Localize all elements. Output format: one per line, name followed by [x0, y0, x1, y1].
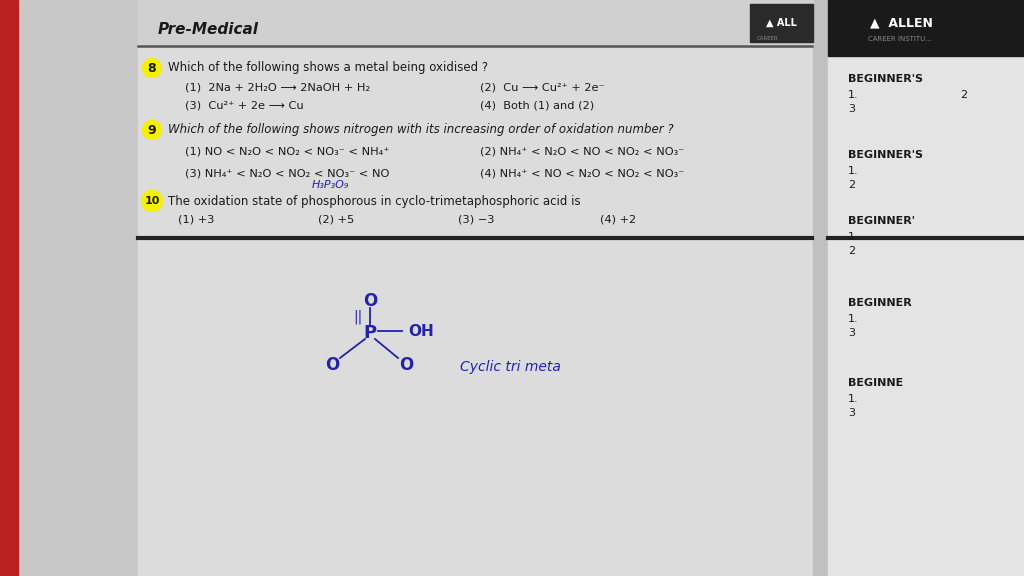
Text: BEGINNER'S: BEGINNER'S: [848, 74, 923, 84]
Text: 9: 9: [147, 123, 157, 137]
Bar: [828, 0, 1024, 56]
Text: (4)  Both (1) and (2): (4) Both (1) and (2): [480, 101, 594, 111]
Text: (2)  Cu ⟶ Cu²⁺ + 2e⁻: (2) Cu ⟶ Cu²⁺ + 2e⁻: [480, 82, 604, 92]
Bar: [138, 0, 813, 46]
Text: ||: ||: [353, 310, 362, 324]
Text: 8: 8: [147, 62, 157, 74]
Text: 1.: 1.: [848, 394, 859, 404]
Bar: [0, 0, 18, 576]
Text: ▲ ALL: ▲ ALL: [766, 18, 797, 28]
Text: 1.: 1.: [848, 314, 859, 324]
Text: (1)  2Na + 2H₂O ⟶ 2NaOH + H₂: (1) 2Na + 2H₂O ⟶ 2NaOH + H₂: [185, 82, 370, 92]
Text: P: P: [364, 324, 377, 342]
Text: O: O: [325, 356, 339, 374]
Bar: [813, 0, 828, 576]
Text: (4) NH₄⁺ < NO < N₂O < NO₂ < NO₃⁻: (4) NH₄⁺ < NO < N₂O < NO₂ < NO₃⁻: [480, 168, 684, 178]
Text: 2: 2: [961, 90, 967, 100]
Text: BEGINNER'S: BEGINNER'S: [848, 150, 923, 160]
Text: 10: 10: [144, 196, 160, 206]
Text: OH: OH: [408, 324, 434, 339]
Text: 3: 3: [848, 328, 855, 338]
Text: (3) NH₄⁺ < N₂O < NO₂ < NO₃⁻ < NO: (3) NH₄⁺ < N₂O < NO₂ < NO₃⁻ < NO: [185, 168, 389, 178]
Text: Which of the following shows a metal being oxidised ?: Which of the following shows a metal bei…: [168, 62, 488, 74]
Text: 1.: 1.: [848, 166, 859, 176]
Circle shape: [142, 59, 162, 78]
Text: (2) NH₄⁺ < N₂O < NO < NO₂ < NO₃⁻: (2) NH₄⁺ < N₂O < NO < NO₂ < NO₃⁻: [480, 147, 684, 157]
Text: CAREER: CAREER: [757, 36, 778, 41]
Text: (3)  Cu²⁺ + 2e ⟶ Cu: (3) Cu²⁺ + 2e ⟶ Cu: [185, 101, 304, 111]
Text: 3: 3: [848, 408, 855, 418]
Text: (1) +3: (1) +3: [178, 215, 214, 225]
Text: O: O: [362, 292, 377, 310]
Text: Pre-Medical: Pre-Medical: [158, 21, 259, 36]
Bar: [138, 0, 813, 576]
Text: Which of the following shows nitrogen with its increasing order of oxidation num: Which of the following shows nitrogen wi…: [168, 123, 674, 137]
Text: (4) +2: (4) +2: [600, 215, 636, 225]
Text: (2) +5: (2) +5: [318, 215, 354, 225]
Text: BEGINNER: BEGINNER: [848, 298, 911, 308]
Circle shape: [142, 120, 162, 139]
Text: BEGINNER': BEGINNER': [848, 216, 915, 226]
Text: The oxidation state of phosphorous in cyclo-trimetaphosphoric acid is: The oxidation state of phosphorous in cy…: [168, 195, 581, 207]
Text: 2: 2: [848, 246, 855, 256]
Circle shape: [141, 191, 163, 211]
Bar: [750, 4, 813, 42]
Text: BEGINNE: BEGINNE: [848, 378, 903, 388]
Bar: [828, 0, 1024, 576]
Text: (3) −3: (3) −3: [458, 215, 495, 225]
Bar: [18, 0, 138, 576]
Text: 1.: 1.: [848, 232, 859, 242]
Text: ▲  ALLEN: ▲ ALLEN: [870, 17, 933, 29]
Text: Cyclic tri meta: Cyclic tri meta: [460, 360, 561, 374]
Text: 1.: 1.: [848, 90, 859, 100]
Text: 2: 2: [848, 180, 855, 190]
Text: O: O: [399, 356, 413, 374]
Text: (1) NO < N₂O < NO₂ < NO₃⁻ < NH₄⁺: (1) NO < N₂O < NO₂ < NO₃⁻ < NH₄⁺: [185, 147, 389, 157]
Text: 3: 3: [848, 104, 855, 114]
Text: H₃P₃O₉: H₃P₃O₉: [311, 180, 349, 190]
Text: CAREER INSTITU...: CAREER INSTITU...: [868, 36, 932, 42]
